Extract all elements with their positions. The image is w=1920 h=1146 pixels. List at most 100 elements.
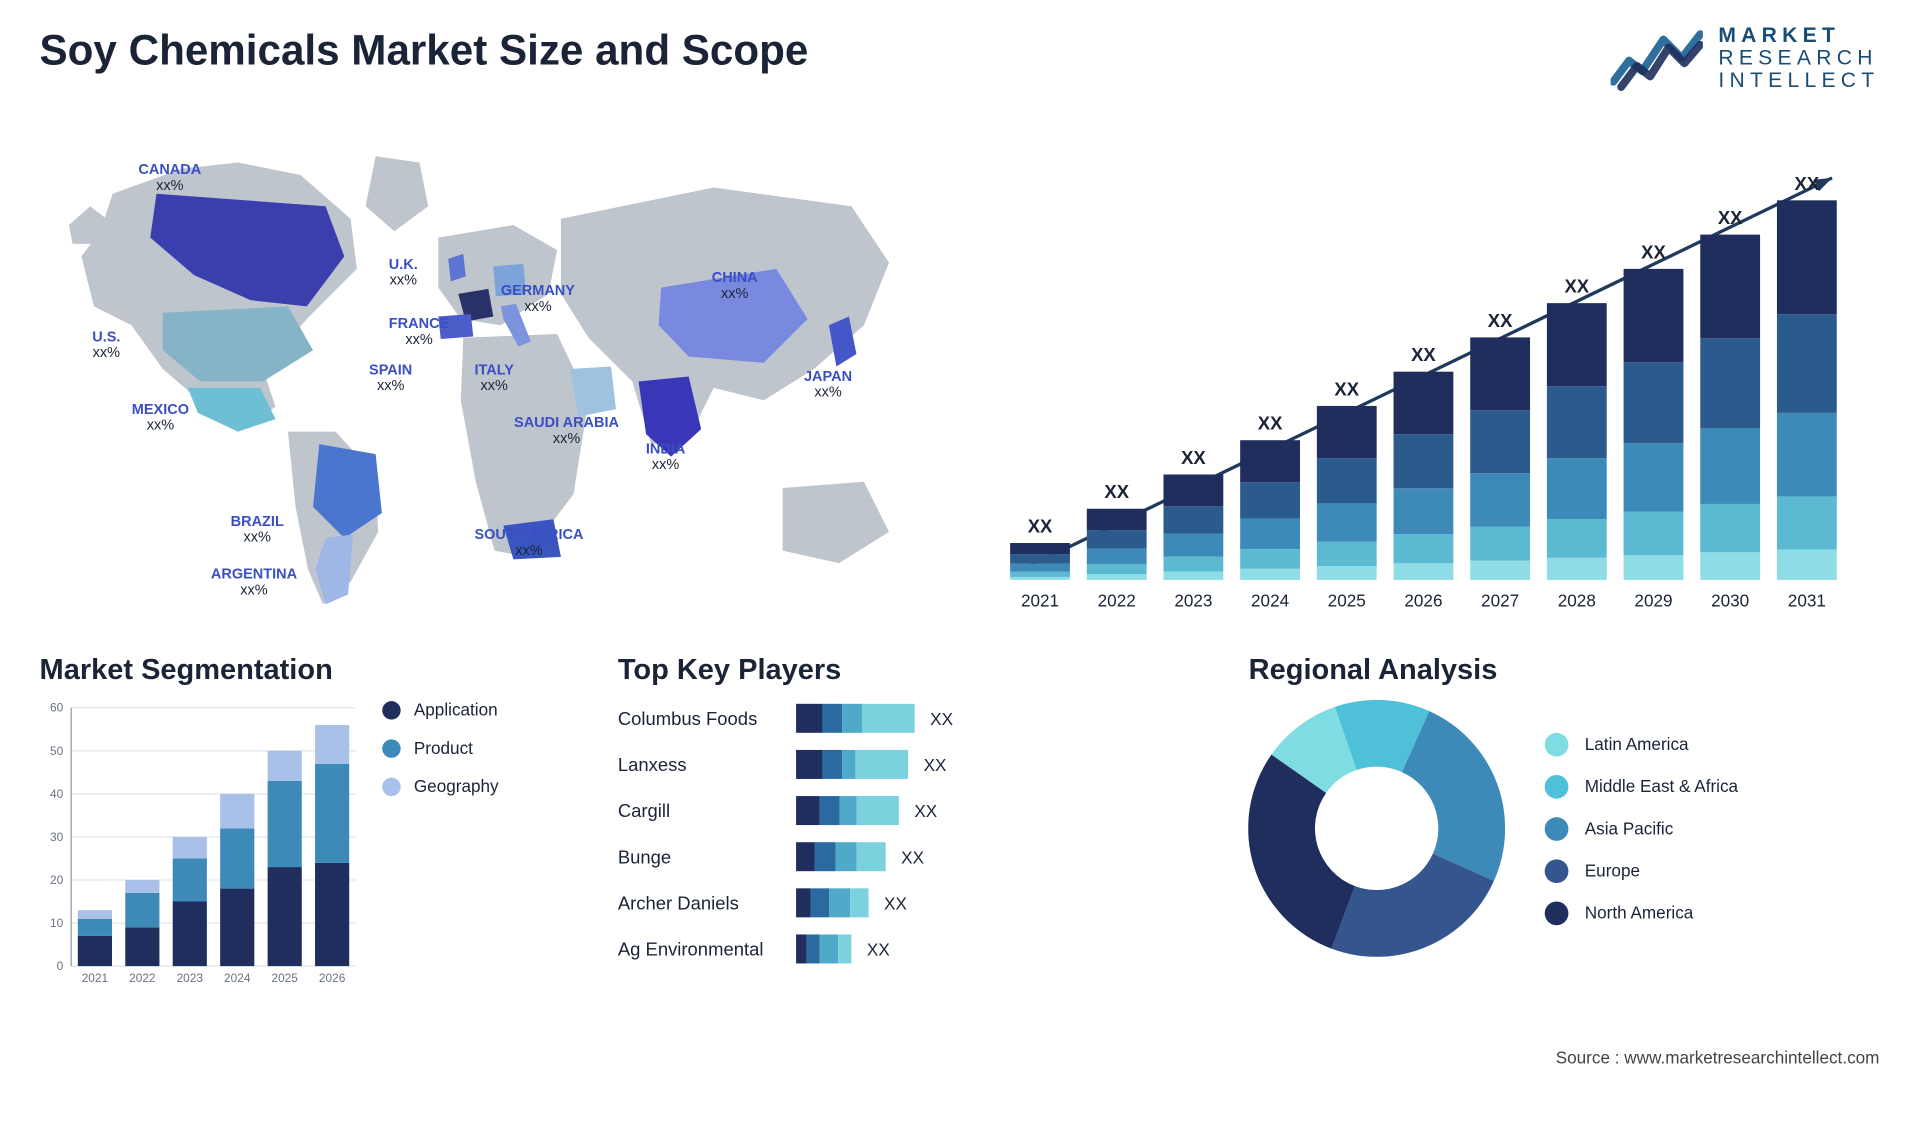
segmentation-title: Market Segmentation [40,653,605,687]
player-row: Ag Environmental XX [618,931,1236,968]
regional-legend: Latin America Middle East & Africa Asia Pa… [1545,733,1738,925]
regional-legend-item: Europe [1545,859,1738,883]
player-value: XX [867,940,890,960]
svg-text:2025: 2025 [1328,591,1366,611]
svg-text:XX: XX [1334,379,1359,400]
svg-text:50: 50 [50,744,64,758]
svg-text:2031: 2031 [1788,591,1826,611]
player-name: Cargill [618,801,796,822]
market-segmentation-panel: Market Segmentation 01020304050602021202… [40,653,605,990]
regional-legend-item: Asia Pacific [1545,817,1738,841]
svg-text:2024: 2024 [1251,591,1290,611]
brand-logo: MARKET RESEARCH INTELLECT [1610,26,1879,92]
svg-text:60: 60 [50,701,64,715]
player-row: Lanxess XX [618,747,1236,784]
svg-text:2022: 2022 [1098,591,1136,611]
player-row: Columbus FoodsXX [618,700,1236,737]
map-label-us: U.S.xx% [92,330,120,362]
svg-text:2024: 2024 [224,971,251,985]
svg-text:2023: 2023 [1174,591,1212,611]
map-label-argentina: ARGENTINAxx% [211,567,297,599]
players-title: Top Key Players [618,653,1236,687]
player-bar [796,935,851,964]
bottom-row: Market Segmentation 01020304050602021202… [40,653,1880,990]
player-value: XX [884,893,907,913]
player-name: Columbus Foods [618,708,796,729]
svg-text:XX: XX [1718,208,1743,229]
player-bar [796,889,868,918]
regional-legend-item: Middle East & Africa [1545,775,1738,799]
player-value: XX [914,801,937,821]
page-title: Soy Chemicals Market Size and Scope [40,26,809,75]
world-map: CANADAxx% U.S.xx% MEXICOxx% BRAZILxx% ARGENT… [40,119,963,620]
svg-text:2030: 2030 [1711,591,1749,611]
map-label-france: FRANCExx% [389,317,449,349]
player-value: XX [901,847,924,867]
svg-text:XX: XX [1411,345,1436,366]
svg-text:XX: XX [1181,447,1206,468]
svg-text:2026: 2026 [1404,591,1442,611]
svg-text:30: 30 [50,830,64,844]
main-chart-svg: XX 2021 XX 2022 XX 2023 XX 2024 XX 2025 XX 2026 XX 20… [988,119,1858,620]
svg-text:0: 0 [57,960,64,974]
svg-text:XX: XX [1028,516,1053,537]
svg-text:2021: 2021 [82,971,109,985]
map-label-germany: GERMANYxx% [501,284,575,316]
svg-text:2023: 2023 [177,971,204,985]
svg-text:XX: XX [1104,482,1129,503]
infographic-page: Soy Chemicals Market Size and Scope MARK… [0,0,1919,1075]
svg-text:10: 10 [50,917,64,931]
svg-text:20: 20 [50,873,64,887]
player-bar [796,843,886,872]
regional-legend-item: North America [1545,901,1738,925]
svg-text:XX: XX [1565,276,1590,297]
svg-text:2022: 2022 [129,971,155,985]
map-label-india: INDIAxx% [646,442,685,474]
svg-text:XX: XX [1641,242,1666,263]
brand-text: MARKET RESEARCH INTELLECT [1718,26,1879,92]
segmentation-chart: 0102030405060202120222023202420252026 [40,700,356,990]
header: Soy Chemicals Market Size and Scope MARK… [40,26,1880,92]
player-value: XX [924,755,947,775]
map-label-japan: JAPANxx% [804,370,852,402]
map-label-uk: U.K.xx% [389,258,418,290]
player-row: Archer Daniels XX [618,885,1236,922]
svg-text:2026: 2026 [319,971,346,985]
map-label-south-africa: SOUTH AFRICAxx% [474,528,583,560]
svg-text:XX: XX [1488,310,1513,331]
player-row: Cargill XX [618,793,1236,830]
svg-text:XX: XX [1795,173,1820,194]
svg-text:2025: 2025 [271,971,298,985]
map-label-china: CHINAxx% [712,271,758,303]
map-label-spain: SPAINxx% [369,363,412,395]
map-label-canada: CANADAxx% [138,163,201,195]
top-key-players-panel: Top Key Players Columbus FoodsXXLanxessX… [618,653,1236,990]
map-label-mexico: MEXICOxx% [132,403,189,435]
player-name: Lanxess [618,754,796,775]
segmentation-legend-item: Geography [382,777,498,797]
segmentation-legend-item: Application [382,700,498,720]
top-row: CANADAxx% U.S.xx% MEXICOxx% BRAZILxx% ARGENT… [40,119,1880,620]
regional-title: Regional Analysis [1249,653,1880,687]
player-name: Ag Environmental [618,939,796,960]
svg-text:2028: 2028 [1558,591,1596,611]
regional-donut-chart [1249,700,1506,957]
player-name: Archer Daniels [618,893,796,914]
player-row: Bunge XX [618,839,1236,876]
svg-text:2027: 2027 [1481,591,1519,611]
map-label-italy: ITALYxx% [474,363,513,395]
main-growth-chart: XX 2021 XX 2022 XX 2023 XX 2024 XX 2025 XX 2026 XX 20… [988,119,1879,620]
player-bar [796,750,908,779]
source-citation: Source : www.marketresearchintellect.com [1556,1048,1880,1068]
segmentation-legend-item: Product [382,739,498,759]
svg-text:XX: XX [1258,413,1283,434]
player-name: Bunge [618,847,796,868]
map-label-brazil: BRAZILxx% [231,515,284,547]
player-bar [796,704,915,733]
player-bar [796,797,899,826]
regional-legend-item: Latin America [1545,733,1738,757]
map-label-saudi: SAUDI ARABIAxx% [514,416,619,448]
brand-glyph-icon [1610,27,1702,93]
svg-text:2021: 2021 [1021,591,1059,611]
regional-analysis-panel: Regional Analysis Latin America Middle Ea… [1249,653,1880,990]
